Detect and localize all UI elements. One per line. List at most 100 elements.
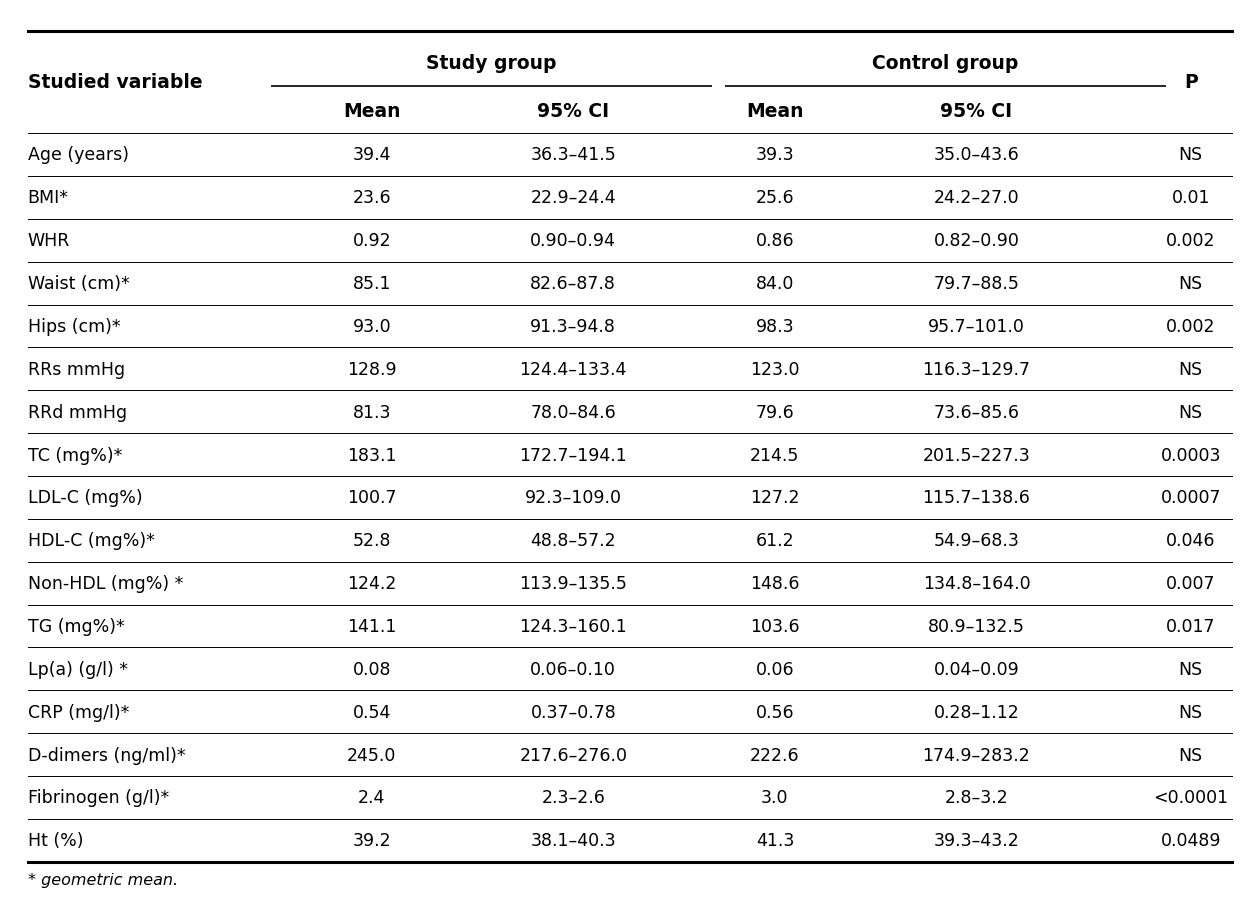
Text: TC (mg%)*: TC (mg%)* bbox=[28, 446, 122, 464]
Text: 222.6: 222.6 bbox=[750, 746, 800, 763]
Text: 0.0007: 0.0007 bbox=[1160, 489, 1221, 507]
Text: 0.90–0.94: 0.90–0.94 bbox=[530, 232, 616, 250]
Text: NS: NS bbox=[1178, 660, 1203, 678]
Text: RRd mmHg: RRd mmHg bbox=[28, 404, 127, 421]
Text: 174.9–283.2: 174.9–283.2 bbox=[922, 746, 1031, 763]
Text: 141.1: 141.1 bbox=[346, 618, 397, 635]
Text: * geometric mean.: * geometric mean. bbox=[28, 872, 178, 886]
Text: 103.6: 103.6 bbox=[750, 618, 800, 635]
Text: NS: NS bbox=[1178, 404, 1203, 421]
Text: Hips (cm)*: Hips (cm)* bbox=[28, 318, 121, 335]
Text: 124.3–160.1: 124.3–160.1 bbox=[519, 618, 627, 635]
Text: 35.0–43.6: 35.0–43.6 bbox=[934, 147, 1019, 164]
Text: Lp(a) (g/l) *: Lp(a) (g/l) * bbox=[28, 660, 127, 678]
Text: Studied variable: Studied variable bbox=[28, 74, 203, 92]
Text: 61.2: 61.2 bbox=[756, 532, 794, 549]
Text: 172.7–194.1: 172.7–194.1 bbox=[519, 446, 627, 464]
Text: 84.0: 84.0 bbox=[756, 275, 794, 292]
Text: 80.9–132.5: 80.9–132.5 bbox=[929, 618, 1024, 635]
Text: 100.7: 100.7 bbox=[346, 489, 397, 507]
Text: NS: NS bbox=[1178, 361, 1203, 378]
Text: 2.8–3.2: 2.8–3.2 bbox=[945, 789, 1008, 806]
Text: 36.3–41.5: 36.3–41.5 bbox=[530, 147, 616, 164]
Text: 78.0–84.6: 78.0–84.6 bbox=[530, 404, 616, 421]
Text: 116.3–129.7: 116.3–129.7 bbox=[922, 361, 1031, 378]
Text: 0.017: 0.017 bbox=[1166, 618, 1216, 635]
Text: 85.1: 85.1 bbox=[353, 275, 391, 292]
Text: D-dimers (ng/ml)*: D-dimers (ng/ml)* bbox=[28, 746, 185, 763]
Text: 52.8: 52.8 bbox=[353, 532, 391, 549]
Text: 92.3–109.0: 92.3–109.0 bbox=[525, 489, 621, 507]
Text: 148.6: 148.6 bbox=[750, 575, 800, 592]
Text: 2.3–2.6: 2.3–2.6 bbox=[542, 789, 605, 806]
Text: 0.04–0.09: 0.04–0.09 bbox=[934, 660, 1019, 678]
Text: P: P bbox=[1184, 74, 1197, 92]
Text: 22.9–24.4: 22.9–24.4 bbox=[530, 189, 616, 207]
Text: 39.2: 39.2 bbox=[353, 832, 391, 849]
Text: WHR: WHR bbox=[28, 232, 71, 250]
Text: BMI*: BMI* bbox=[28, 189, 69, 207]
Text: CRP (mg/l)*: CRP (mg/l)* bbox=[28, 703, 129, 721]
Text: 3.0: 3.0 bbox=[761, 789, 789, 806]
Text: <0.0001: <0.0001 bbox=[1153, 789, 1228, 806]
Text: 81.3: 81.3 bbox=[353, 404, 391, 421]
Text: 124.4–133.4: 124.4–133.4 bbox=[519, 361, 627, 378]
Text: 79.6: 79.6 bbox=[756, 404, 794, 421]
Text: 54.9–68.3: 54.9–68.3 bbox=[934, 532, 1019, 549]
Text: 38.1–40.3: 38.1–40.3 bbox=[530, 832, 616, 849]
Text: 0.0489: 0.0489 bbox=[1160, 832, 1221, 849]
Text: 93.0: 93.0 bbox=[353, 318, 391, 335]
Text: RRs mmHg: RRs mmHg bbox=[28, 361, 125, 378]
Text: 0.92: 0.92 bbox=[353, 232, 391, 250]
Text: 214.5: 214.5 bbox=[750, 446, 800, 464]
Text: 113.9–135.5: 113.9–135.5 bbox=[519, 575, 627, 592]
Text: NS: NS bbox=[1178, 746, 1203, 763]
Text: 124.2: 124.2 bbox=[346, 575, 397, 592]
Text: 0.08: 0.08 bbox=[353, 660, 391, 678]
Text: 82.6–87.8: 82.6–87.8 bbox=[530, 275, 616, 292]
Text: LDL-C (mg%): LDL-C (mg%) bbox=[28, 489, 142, 507]
Text: 0.82–0.90: 0.82–0.90 bbox=[934, 232, 1019, 250]
Text: 95% CI: 95% CI bbox=[940, 102, 1013, 120]
Text: Waist (cm)*: Waist (cm)* bbox=[28, 275, 130, 292]
Text: 91.3–94.8: 91.3–94.8 bbox=[530, 318, 616, 335]
Text: HDL-C (mg%)*: HDL-C (mg%)* bbox=[28, 532, 155, 549]
Text: Age (years): Age (years) bbox=[28, 147, 129, 164]
Text: 23.6: 23.6 bbox=[353, 189, 391, 207]
Text: NS: NS bbox=[1178, 275, 1203, 292]
Text: Control group: Control group bbox=[872, 55, 1018, 73]
Text: 0.37–0.78: 0.37–0.78 bbox=[530, 703, 616, 721]
Text: 0.01: 0.01 bbox=[1172, 189, 1210, 207]
Text: 0.54: 0.54 bbox=[353, 703, 391, 721]
Text: 0.002: 0.002 bbox=[1166, 232, 1216, 250]
Text: 0.06–0.10: 0.06–0.10 bbox=[530, 660, 616, 678]
Text: 39.3–43.2: 39.3–43.2 bbox=[934, 832, 1019, 849]
Text: 0.046: 0.046 bbox=[1166, 532, 1216, 549]
Text: 183.1: 183.1 bbox=[346, 446, 397, 464]
Text: 2.4: 2.4 bbox=[358, 789, 386, 806]
Text: 0.06: 0.06 bbox=[756, 660, 794, 678]
Text: 0.0003: 0.0003 bbox=[1160, 446, 1221, 464]
Text: Study group: Study group bbox=[426, 55, 557, 73]
Text: 0.28–1.12: 0.28–1.12 bbox=[934, 703, 1019, 721]
Text: 98.3: 98.3 bbox=[756, 318, 794, 335]
Text: 24.2–27.0: 24.2–27.0 bbox=[934, 189, 1019, 207]
Text: Ht (%): Ht (%) bbox=[28, 832, 83, 849]
Text: NS: NS bbox=[1178, 703, 1203, 721]
Text: 79.7–88.5: 79.7–88.5 bbox=[934, 275, 1019, 292]
Text: 0.002: 0.002 bbox=[1166, 318, 1216, 335]
Text: Mean: Mean bbox=[343, 102, 401, 120]
Text: 0.86: 0.86 bbox=[756, 232, 794, 250]
Text: Fibrinogen (g/l)*: Fibrinogen (g/l)* bbox=[28, 789, 169, 806]
Text: 245.0: 245.0 bbox=[346, 746, 397, 763]
Text: Mean: Mean bbox=[746, 102, 804, 120]
Text: 48.8–57.2: 48.8–57.2 bbox=[530, 532, 616, 549]
Text: 123.0: 123.0 bbox=[750, 361, 800, 378]
Text: 217.6–276.0: 217.6–276.0 bbox=[519, 746, 627, 763]
Text: 25.6: 25.6 bbox=[756, 189, 794, 207]
Text: NS: NS bbox=[1178, 147, 1203, 164]
Text: 73.6–85.6: 73.6–85.6 bbox=[934, 404, 1019, 421]
Text: 41.3: 41.3 bbox=[756, 832, 794, 849]
Text: 128.9: 128.9 bbox=[346, 361, 397, 378]
Text: 95.7–101.0: 95.7–101.0 bbox=[929, 318, 1024, 335]
